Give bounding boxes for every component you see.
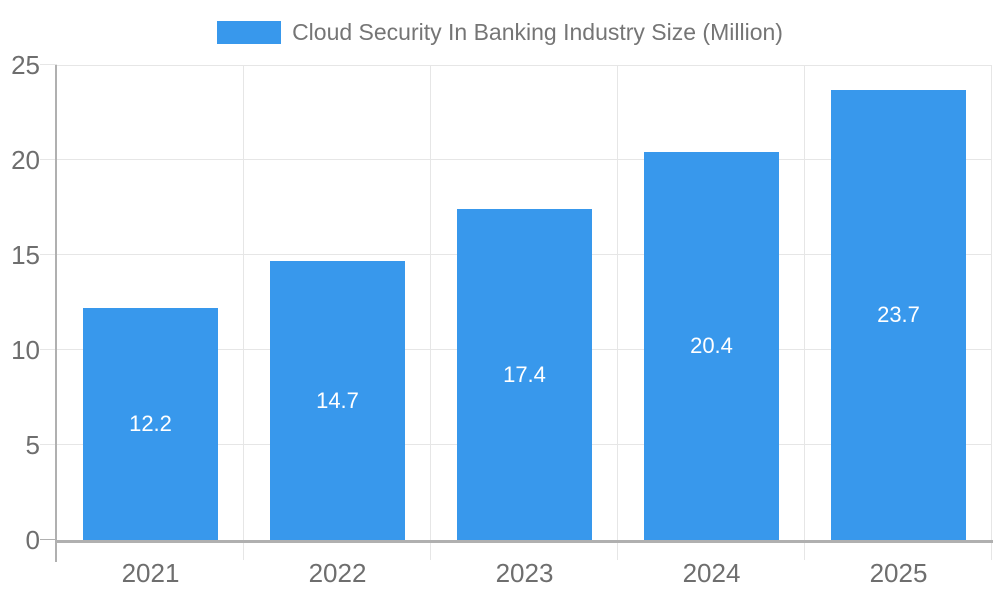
x-tick-mark — [804, 540, 805, 560]
v-gridline — [617, 65, 618, 540]
x-axis-tick-label: 2021 — [121, 558, 180, 588]
bar-value-label: 17.4 — [503, 361, 546, 387]
bar-2022[interactable] — [270, 261, 405, 540]
x-axis-line — [55, 540, 993, 543]
y-tick-mark — [40, 254, 57, 255]
y-axis-tick-label: 10 — [11, 335, 40, 365]
h-gridline — [57, 65, 992, 66]
v-gridline — [991, 65, 992, 540]
x-axis-tick-label: 2023 — [495, 558, 554, 588]
y-tick-mark — [40, 349, 57, 350]
v-gridline — [243, 65, 244, 540]
bar-2024[interactable] — [644, 152, 779, 540]
y-axis-tick-label: 25 — [11, 50, 40, 80]
y-axis-tick-label: 20 — [11, 145, 40, 175]
legend-label: Cloud Security In Banking Industry Size … — [292, 19, 783, 45]
x-tick-mark — [617, 540, 618, 560]
y-tick-mark — [40, 64, 57, 65]
x-axis-tick-label: 2025 — [869, 558, 928, 588]
bar-2023[interactable] — [457, 209, 592, 540]
v-gridline — [430, 65, 431, 540]
y-tick-mark — [40, 444, 57, 445]
bar-2025[interactable] — [831, 90, 966, 540]
x-tick-mark — [243, 540, 244, 560]
legend: Cloud Security In Banking Industry Size … — [0, 19, 1000, 45]
x-tick-mark — [991, 540, 992, 560]
v-gridline — [804, 65, 805, 540]
bar-value-label: 14.7 — [316, 387, 359, 413]
x-tick-mark — [430, 540, 431, 560]
y-axis-tick-label: 15 — [11, 240, 40, 270]
y-axis-tick-label: 5 — [25, 430, 40, 460]
plot-area: 0 5 10 15 20 25 12.2 14.7 17.4 20.4 23.7 2021 2022 20… — [11, 52, 993, 586]
legend-swatch — [217, 20, 282, 44]
bar-2021[interactable] — [83, 308, 218, 540]
x-axis-tick-label: 2022 — [308, 558, 367, 588]
h-gridline — [57, 159, 992, 160]
y-axis-tick-label: 0 — [25, 525, 40, 555]
y-axis-line — [55, 65, 57, 562]
x-axis-tick-label: 2024 — [682, 558, 741, 588]
y-tick-mark — [40, 539, 57, 540]
bar-value-label: 20.4 — [690, 333, 733, 358]
bar-value-label: 12.2 — [129, 411, 172, 436]
y-tick-mark — [40, 159, 57, 160]
legend-item[interactable]: Cloud Security In Banking Industry Size … — [217, 19, 783, 45]
bar-value-label: 23.7 — [877, 302, 920, 327]
